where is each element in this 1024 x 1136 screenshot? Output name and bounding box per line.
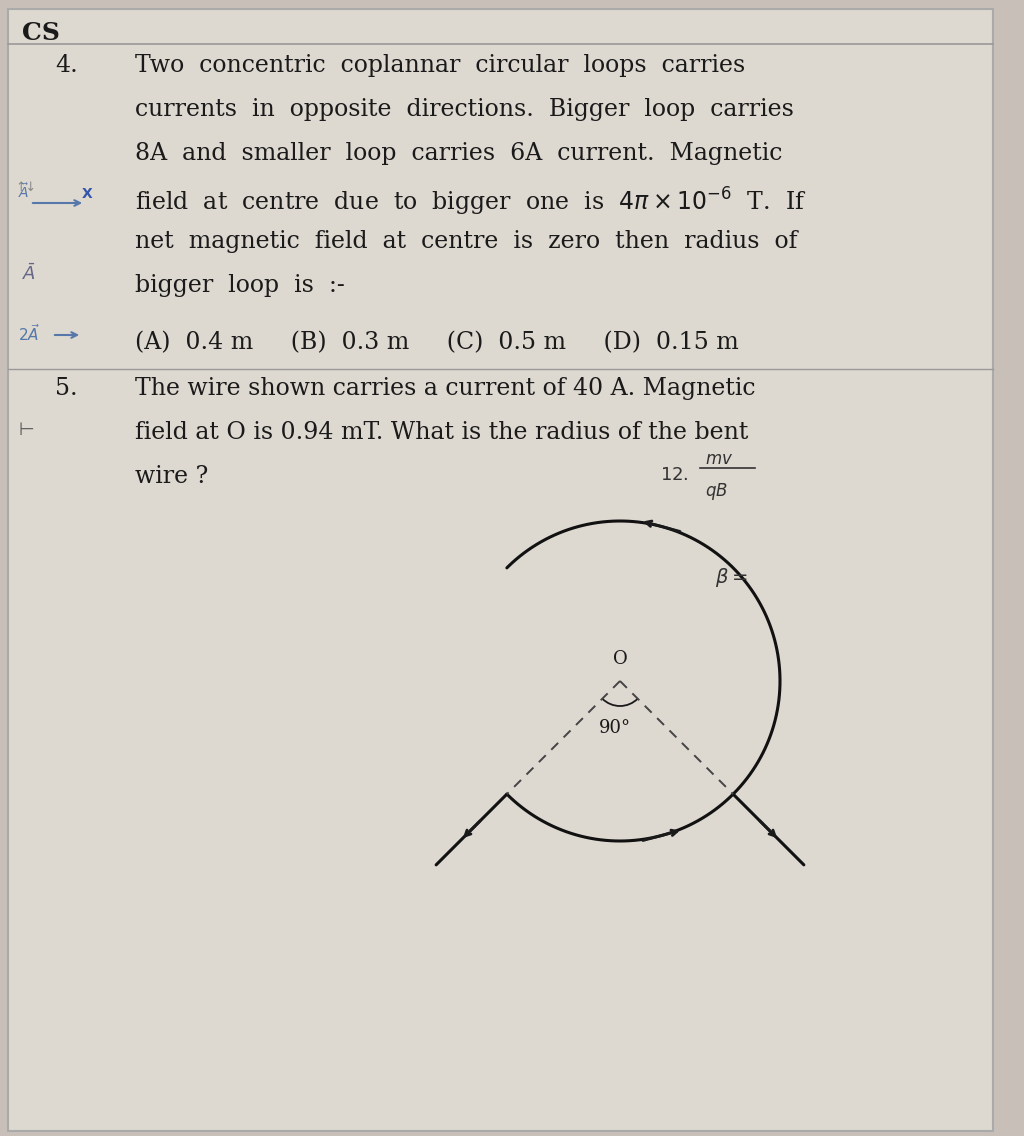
Text: 90°: 90° bbox=[599, 719, 631, 737]
Text: currents  in  opposite  directions.  Bigger  loop  carries: currents in opposite directions. Bigger … bbox=[135, 98, 794, 122]
Text: $12.$: $12.$ bbox=[660, 466, 689, 484]
Text: $2\vec{A}$: $2\vec{A}$ bbox=[18, 323, 40, 344]
Text: field  at  centre  due  to  bigger  one  is  $4\pi \times 10^{-6}$  T.  If: field at centre due to bigger one is $4\… bbox=[135, 186, 807, 218]
Text: O: O bbox=[612, 650, 628, 668]
Text: The wire shown carries a current of 40 A. Magnetic: The wire shown carries a current of 40 A… bbox=[135, 377, 756, 400]
Text: CS: CS bbox=[22, 20, 59, 45]
Text: ↑↓: ↑↓ bbox=[15, 181, 36, 194]
Text: $\vec{A}$: $\vec{A}$ bbox=[18, 183, 30, 201]
Text: net  magnetic  field  at  centre  is  zero  then  radius  of: net magnetic field at centre is zero the… bbox=[135, 229, 798, 253]
Text: $\beta =$: $\beta =$ bbox=[715, 566, 748, 588]
Text: 4.: 4. bbox=[55, 55, 78, 77]
Text: $mv$: $mv$ bbox=[705, 451, 733, 468]
Text: 5.: 5. bbox=[55, 377, 78, 400]
Text: bigger  loop  is  :-: bigger loop is :- bbox=[135, 274, 345, 296]
Text: (A)  0.4 m     (B)  0.3 m     (C)  0.5 m     (D)  0.15 m: (A) 0.4 m (B) 0.3 m (C) 0.5 m (D) 0.15 m bbox=[135, 332, 738, 354]
Text: $\bar{A}$: $\bar{A}$ bbox=[22, 264, 36, 284]
Text: Two  concentric  coplannar  circular  loops  carries: Two concentric coplannar circular loops … bbox=[135, 55, 745, 77]
Text: ⊢: ⊢ bbox=[18, 421, 34, 440]
Text: 8A  and  smaller  loop  carries  6A  current.  Magnetic: 8A and smaller loop carries 6A current. … bbox=[135, 142, 782, 165]
Text: field at O is 0.94 mT. What is the radius of the bent: field at O is 0.94 mT. What is the radiu… bbox=[135, 421, 749, 444]
Text: wire ?: wire ? bbox=[135, 466, 208, 488]
Text: $qB$: $qB$ bbox=[705, 481, 728, 502]
Text: X: X bbox=[82, 187, 93, 201]
FancyBboxPatch shape bbox=[8, 9, 993, 1131]
